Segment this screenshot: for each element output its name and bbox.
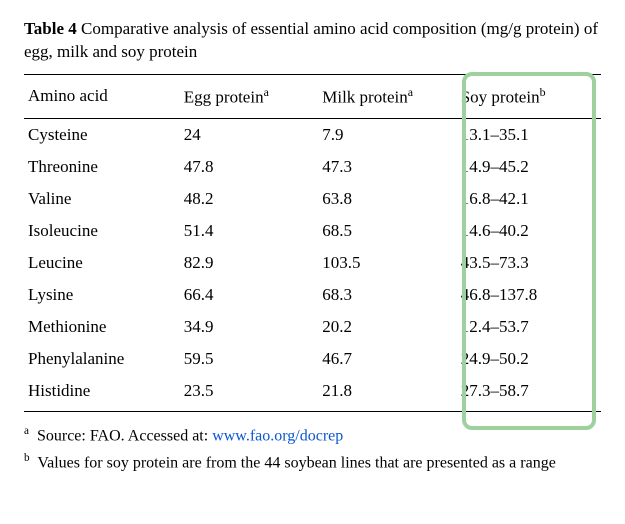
cell-egg: 82.9: [180, 247, 318, 279]
table-row: Methionine34.920.212.4–53.7: [24, 311, 601, 343]
table-body: Cysteine247.913.1–35.1Threonine47.847.31…: [24, 118, 601, 411]
cell-soy: 46.8–137.8: [457, 279, 601, 311]
table-row: Leucine82.9103.543.5–73.3: [24, 247, 601, 279]
cell-soy: 43.5–73.3: [457, 247, 601, 279]
cell-egg: 51.4: [180, 215, 318, 247]
cell-milk: 63.8: [318, 183, 456, 215]
col-header-soy-label: Soy protein: [461, 88, 540, 107]
col-header-egg-sup: a: [264, 85, 269, 99]
table-label: Table 4: [24, 19, 77, 38]
table-row: Phenylalanine59.546.724.9–50.2: [24, 343, 601, 375]
table-row: Cysteine247.913.1–35.1: [24, 118, 601, 151]
col-header-milk-sup: a: [408, 85, 413, 99]
cell-amino-acid: Histidine: [24, 375, 180, 412]
cell-soy: 14.6–40.2: [457, 215, 601, 247]
cell-egg: 24: [180, 118, 318, 151]
footnotes: a Source: FAO. Accessed at: www.fao.org/…: [24, 424, 601, 475]
cell-amino-acid: Isoleucine: [24, 215, 180, 247]
footnote-b-sup: b: [24, 452, 30, 464]
footnote-b-text: Values for soy protein are from the 44 s…: [37, 455, 555, 472]
cell-soy: 13.1–35.1: [457, 118, 601, 151]
table-caption: Table 4 Comparative analysis of essentia…: [24, 18, 601, 64]
col-header-amino-acid: Amino acid: [24, 74, 180, 118]
table-row: Lysine66.468.346.8–137.8: [24, 279, 601, 311]
cell-amino-acid: Threonine: [24, 151, 180, 183]
cell-amino-acid: Valine: [24, 183, 180, 215]
cell-soy: 16.8–42.1: [457, 183, 601, 215]
col-header-soy-sup: b: [540, 85, 546, 99]
col-header-amino-acid-label: Amino acid: [28, 86, 108, 105]
cell-amino-acid: Phenylalanine: [24, 343, 180, 375]
footnote-a-pre: Source: FAO. Accessed at:: [37, 427, 212, 444]
col-header-soy: Soy proteinb: [457, 74, 601, 118]
table-row: Valine48.263.816.8–42.1: [24, 183, 601, 215]
cell-milk: 103.5: [318, 247, 456, 279]
cell-egg: 23.5: [180, 375, 318, 412]
cell-milk: 7.9: [318, 118, 456, 151]
cell-amino-acid: Lysine: [24, 279, 180, 311]
table-row: Threonine47.847.314.9–45.2: [24, 151, 601, 183]
cell-egg: 59.5: [180, 343, 318, 375]
cell-egg: 66.4: [180, 279, 318, 311]
table-header-row: Amino acid Egg proteina Milk proteina So…: [24, 74, 601, 118]
cell-egg: 34.9: [180, 311, 318, 343]
footnote-a: a Source: FAO. Accessed at: www.fao.org/…: [24, 424, 601, 448]
cell-soy: 14.9–45.2: [457, 151, 601, 183]
amino-acid-table: Amino acid Egg proteina Milk proteina So…: [24, 74, 601, 412]
col-header-milk-label: Milk protein: [322, 88, 407, 107]
footnote-a-sup: a: [24, 425, 29, 437]
cell-egg: 48.2: [180, 183, 318, 215]
cell-milk: 46.7: [318, 343, 456, 375]
cell-milk: 68.5: [318, 215, 456, 247]
col-header-milk: Milk proteina: [318, 74, 456, 118]
cell-soy: 27.3–58.7: [457, 375, 601, 412]
cell-amino-acid: Leucine: [24, 247, 180, 279]
cell-amino-acid: Cysteine: [24, 118, 180, 151]
col-header-egg-label: Egg protein: [184, 88, 264, 107]
cell-soy: 24.9–50.2: [457, 343, 601, 375]
cell-milk: 68.3: [318, 279, 456, 311]
cell-milk: 47.3: [318, 151, 456, 183]
page-root: Table 4 Comparative analysis of essentia…: [0, 0, 625, 524]
table-caption-text: Comparative analysis of essential amino …: [24, 19, 598, 61]
table-row: Histidine23.521.827.3–58.7: [24, 375, 601, 412]
cell-milk: 21.8: [318, 375, 456, 412]
cell-milk: 20.2: [318, 311, 456, 343]
footnote-b: b Values for soy protein are from the 44…: [24, 451, 601, 475]
cell-amino-acid: Methionine: [24, 311, 180, 343]
table-row: Isoleucine51.468.514.6–40.2: [24, 215, 601, 247]
cell-soy: 12.4–53.7: [457, 311, 601, 343]
cell-egg: 47.8: [180, 151, 318, 183]
footnote-a-link[interactable]: www.fao.org/docrep: [212, 427, 343, 444]
col-header-egg: Egg proteina: [180, 74, 318, 118]
